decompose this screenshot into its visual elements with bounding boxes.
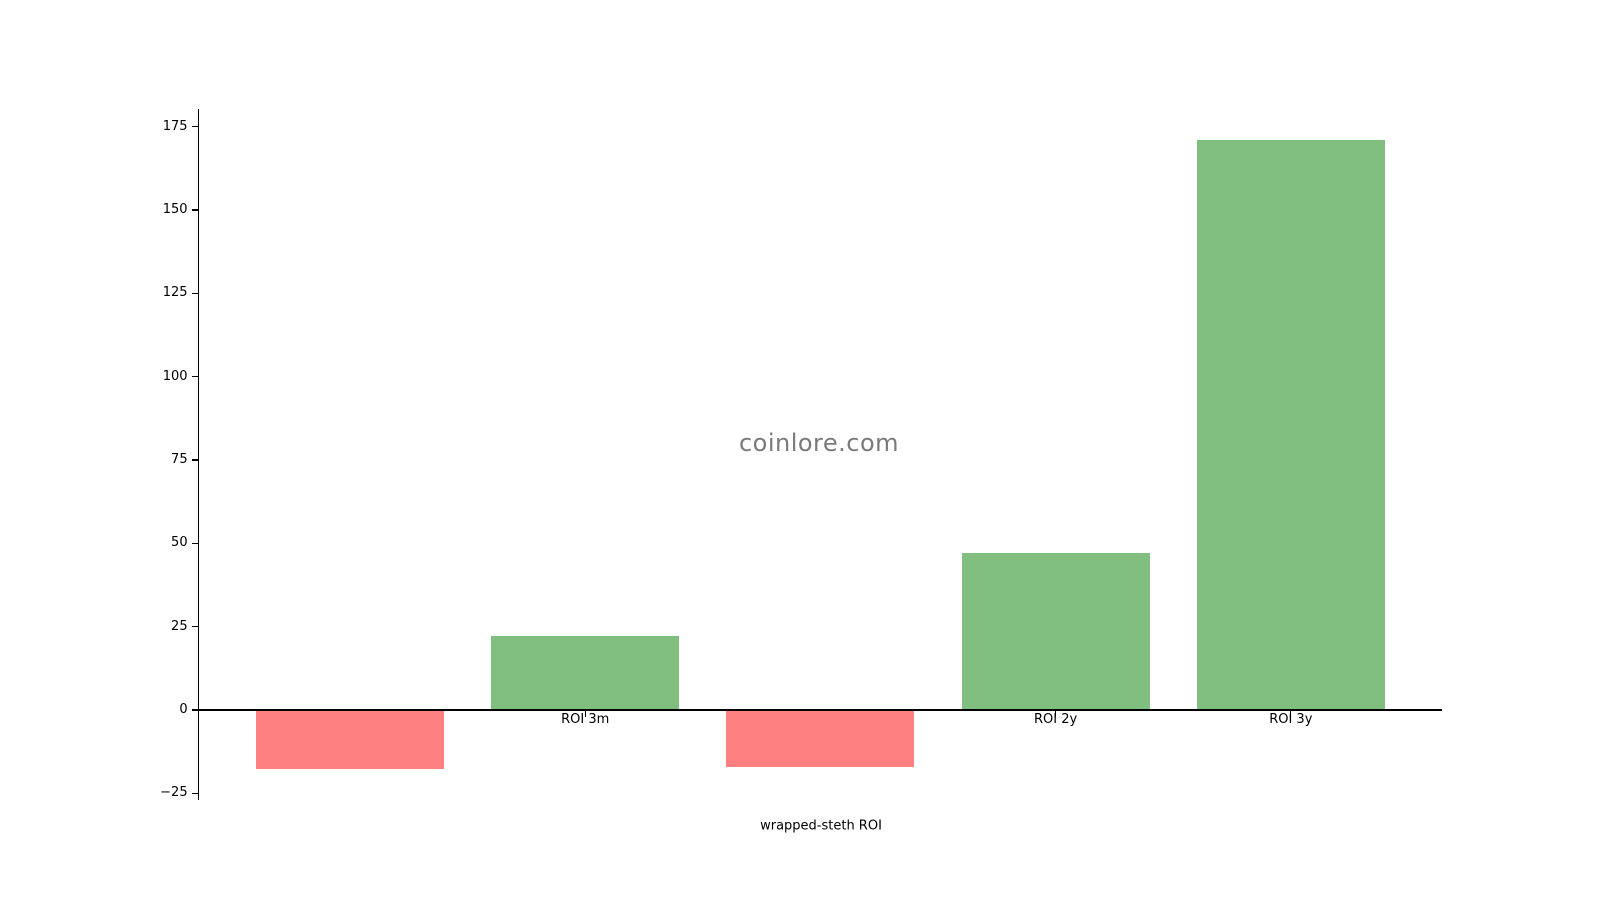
y-tick-label: 100: [162, 368, 188, 384]
y-tick-label: −25: [160, 785, 188, 801]
bar-3-roi-2y: [961, 552, 1150, 710]
x-tick-mark: [1054, 710, 1057, 717]
watermark: coinlore.com: [738, 429, 900, 457]
y-tick-label: 50: [171, 535, 188, 551]
y-tick-label: 25: [171, 618, 188, 634]
x-tick-label: ROI 3m: [561, 712, 610, 727]
y-tick-mark: [191, 459, 198, 461]
bar-2: [726, 710, 915, 768]
y-tick-label: 125: [162, 285, 188, 301]
y-tick-label: 75: [171, 452, 188, 467]
y-tick-mark: [191, 625, 198, 628]
x-tick-mark: [584, 710, 586, 717]
y-tick-mark: [191, 709, 198, 711]
y-axis-line: [197, 109, 199, 800]
bar-4-roi-3y: [1196, 140, 1385, 710]
y-tick-mark: [191, 792, 198, 795]
y-tick-label: 150: [162, 202, 188, 217]
y-tick-mark: [191, 292, 198, 295]
y-tick-mark: [191, 375, 198, 378]
bar-1-roi-3m: [491, 636, 680, 710]
x-tick-label: ROI 2y: [1033, 712, 1078, 727]
x-tick-label: ROI 3y: [1269, 712, 1313, 727]
x-axis-line: [197, 709, 1442, 711]
y-tick-label: 175: [162, 118, 188, 134]
bar-0: [256, 710, 444, 769]
y-tick-mark: [191, 125, 198, 128]
y-tick-label: 0: [179, 702, 188, 717]
y-tick-mark: [191, 542, 198, 545]
x-axis-title: wrapped-steth ROI: [760, 818, 882, 834]
y-tick-mark: [191, 209, 198, 211]
x-tick-mark: [1290, 710, 1292, 717]
